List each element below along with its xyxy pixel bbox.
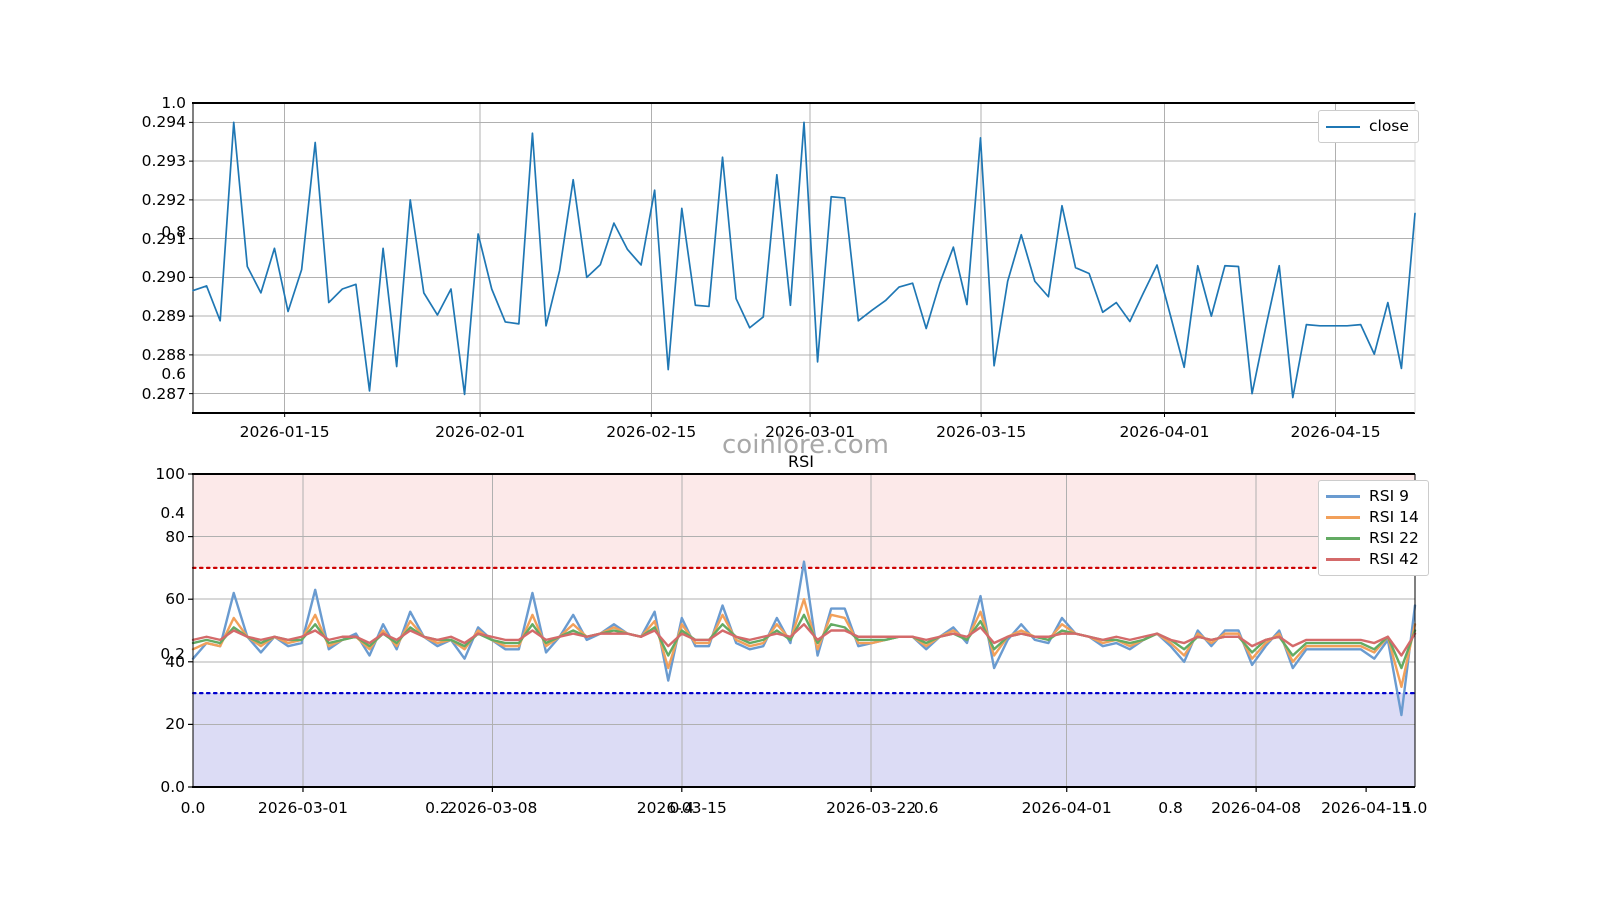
price-y-tick: 0.287 — [141, 384, 186, 403]
rsi-legend[interactable]: RSI 9 RSI 14 RSI 22 RSI 42 — [1318, 480, 1429, 576]
rsi-x-tick-overlay: 0.8 — [1158, 799, 1183, 817]
rsi-x-tick-overlay: 0.0 — [180, 799, 206, 817]
rsi-x-tick: 2026-04-15 — [1321, 799, 1412, 817]
rsi-y-tick: 0.0 — [160, 778, 185, 796]
rsi-y-tick: 40 — [165, 652, 185, 671]
rsi-y-tick-overlay: 0.4 — [160, 504, 185, 523]
legend-label: RSI 22 — [1369, 529, 1419, 547]
price-y-tick: 0.290 — [141, 268, 186, 287]
price-y-tick: 0.294 — [141, 113, 186, 132]
price-y-tick: 0.293 — [141, 152, 186, 171]
rsi-x-tick: 2026-03-01 — [257, 799, 349, 817]
legend-label: RSI 14 — [1369, 508, 1419, 526]
rsi-x-tick-overlay: 0.4 — [669, 799, 695, 817]
price-y-tick: 0.288 — [141, 345, 186, 364]
rsi-y-tick: 60 — [165, 590, 185, 609]
legend-label: close — [1369, 117, 1409, 135]
price-x-tick: 2026-03-15 — [936, 423, 1027, 441]
legend-label: RSI 9 — [1369, 487, 1409, 505]
rsi-x-tick: 2026-03-22 — [826, 799, 917, 817]
rsi-y-tick-overlay: 0.2 — [160, 644, 185, 663]
rsi-y-tick: 100 — [155, 465, 185, 483]
rsi-x-tick-overlay: 1.0 — [1402, 799, 1428, 817]
legend-color-swatch — [1326, 537, 1360, 540]
rsi-x-tick: 2026-03-08 — [447, 799, 538, 817]
price-legend[interactable]: close — [1318, 110, 1419, 143]
rsi-y-tick: 20 — [165, 715, 185, 734]
rsi-x-tick-overlay: 0.6 — [913, 799, 939, 817]
price-x-tick: 2026-04-15 — [1290, 423, 1381, 441]
price-y-tick-overlay: 1.0 — [161, 94, 186, 112]
legend-item[interactable]: RSI 14 — [1326, 507, 1419, 528]
price-y-tick-overlay: 0.8 — [161, 222, 186, 241]
legend-item[interactable]: RSI 22 — [1326, 528, 1419, 549]
rsi-x-tick-overlay: 0.2 — [425, 799, 450, 817]
legend-color-swatch — [1326, 125, 1360, 128]
legend-item[interactable]: close — [1326, 116, 1409, 137]
price-y-tick-overlay: 0.6 — [161, 365, 186, 384]
legend-label: RSI 42 — [1369, 550, 1419, 568]
legend-color-swatch — [1326, 516, 1360, 519]
price-y-tick: 0.289 — [141, 307, 186, 326]
price-x-tick: 2026-02-15 — [606, 423, 697, 441]
price-x-tick: 2026-02-01 — [435, 423, 526, 441]
legend-color-swatch — [1326, 558, 1360, 561]
price-y-tick: 0.291 — [141, 229, 186, 248]
rsi-y-tick: 80 — [165, 527, 185, 546]
price-y-tick: 0.292 — [141, 190, 186, 209]
price-x-tick: 2026-01-15 — [239, 423, 330, 441]
legend-item[interactable]: RSI 42 — [1326, 549, 1419, 570]
rsi-x-tick: 2026-04-01 — [1021, 799, 1112, 817]
legend-item[interactable]: RSI 9 — [1326, 486, 1419, 507]
rsi-x-tick: 2026-04-08 — [1211, 799, 1302, 817]
price-x-tick: 2026-04-01 — [1119, 423, 1210, 441]
legend-color-swatch — [1326, 495, 1360, 498]
rsi-x-tick: 2026-03-15 — [636, 799, 727, 817]
price-x-tick: 2026-03-01 — [765, 423, 856, 441]
rsi-panel-title: RSI — [788, 452, 814, 471]
watermark: coinlore.com — [722, 430, 889, 460]
